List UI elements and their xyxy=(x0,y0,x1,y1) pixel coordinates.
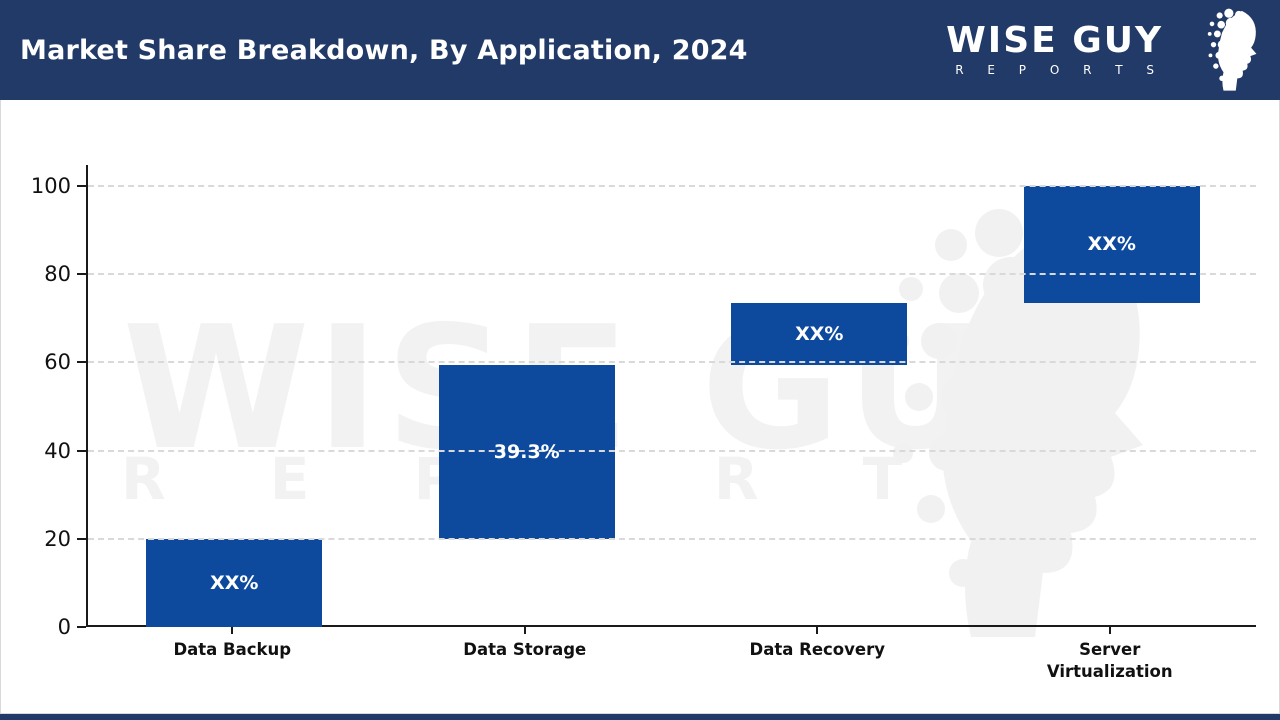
bar-data-backup xyxy=(146,538,323,627)
y-tick-mark xyxy=(77,185,86,187)
footer-bar xyxy=(0,714,1280,720)
gridline-60 xyxy=(88,361,1256,364)
logo-wordmark: WISE GUY xyxy=(946,20,1164,61)
bar-value-label-data-backup: XX% xyxy=(210,571,259,594)
bar-data-storage xyxy=(438,365,615,539)
bar-value-label-data-storage: 39.3% xyxy=(493,441,560,464)
x-category-label-data-storage: Data Storage xyxy=(463,640,587,659)
y-tick-mark xyxy=(77,537,86,540)
x-tick-mark xyxy=(1108,627,1111,634)
logo-subtitle: R E P O R T S xyxy=(955,63,1164,77)
y-tick-label: 40 xyxy=(44,438,71,463)
y-tick-label: 0 xyxy=(57,615,71,639)
logo-text: WISE GUY R E P O R T S xyxy=(945,20,1164,78)
y-tick-mark xyxy=(77,361,86,364)
y-tick-mark xyxy=(77,626,86,628)
gridline-80 xyxy=(88,273,1256,276)
y-tick-label: 80 xyxy=(44,262,71,287)
x-tick-mark xyxy=(816,627,819,634)
bar-value-label-server-virtualization: XX% xyxy=(1087,233,1136,256)
x-category-label-data-backup: Data Backup xyxy=(173,640,292,659)
wise-guy-face-icon xyxy=(1166,6,1258,94)
x-tick-mark xyxy=(523,627,526,634)
x-tick-mark xyxy=(231,627,234,634)
wise-guy-logo: WISE GUY R E P O R T S xyxy=(945,6,1258,94)
x-category-label-data-recovery: Data Recovery xyxy=(749,640,885,659)
face-profile xyxy=(1218,10,1257,91)
y-tick-label: 60 xyxy=(44,350,71,375)
y-tick-mark xyxy=(77,273,86,276)
y-tick-mark xyxy=(77,449,86,452)
gridline-100 xyxy=(88,185,1256,187)
header-bar: Market Share Breakdown, By Application, … xyxy=(0,0,1280,100)
page-title: Market Share Breakdown, By Application, … xyxy=(20,34,748,66)
gridline-20 xyxy=(88,537,1256,540)
x-category-label-server-virtualization: Server Virtualization xyxy=(1046,640,1173,682)
bar-value-label-data-recovery: XX% xyxy=(795,323,844,346)
y-tick-label: 20 xyxy=(44,526,71,551)
chart-canvas: WISE GUY R E P O R T S XX%39.3%XX%XX% 02… xyxy=(0,100,1280,714)
gridline-40 xyxy=(88,449,1256,452)
plot-area: XX% 39.3% XX% XX% xyxy=(86,165,1256,627)
bar-data-recovery xyxy=(731,302,908,366)
y-tick-label: 100 xyxy=(30,174,71,198)
